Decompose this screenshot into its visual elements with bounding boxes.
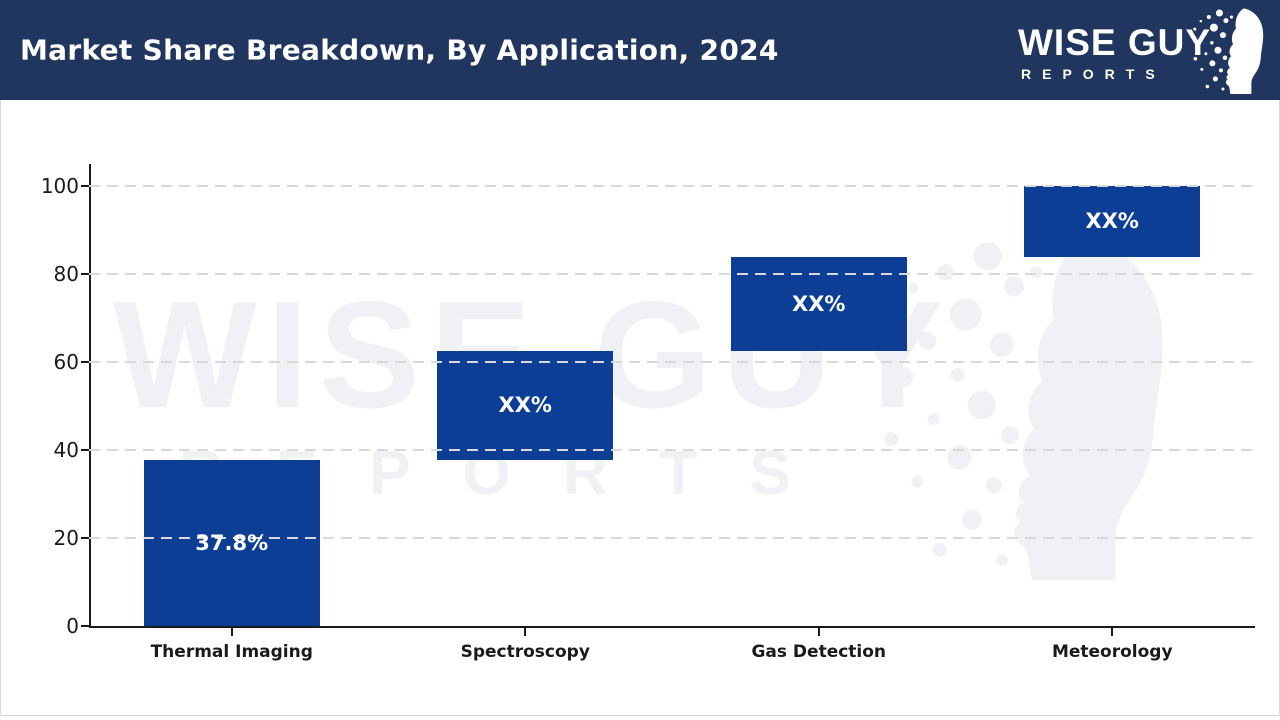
x-axis-spine <box>89 626 1255 628</box>
bar-value-label: 37.8% <box>195 530 269 555</box>
gridline-100 <box>89 185 1255 187</box>
brand-logo: WISE GUY REPORTS <box>1018 4 1270 96</box>
xtick-mark-meteorology <box>1111 628 1114 636</box>
bar-spectroscopy: XX% <box>437 351 614 460</box>
plot-area: 37.8% Thermal Imaging XX% Spectroscopy XX% Ga… <box>1 100 1279 715</box>
bar-value-label: XX% <box>498 393 552 418</box>
logo-head-icon <box>1193 8 1264 94</box>
ytick-mark-20 <box>81 537 89 539</box>
category-label-spectroscopy: Spectroscopy <box>460 642 590 662</box>
bar-gas-detection: XX% <box>730 256 907 351</box>
page-title: Market Share Breakdown, By Application, … <box>20 33 779 67</box>
category-label-gas-detection: Gas Detection <box>751 642 887 662</box>
y-axis-spine <box>89 164 91 628</box>
gridline-40 <box>89 449 1255 451</box>
gridline-80 <box>89 273 1255 275</box>
chart-panel: WISE GUY REPORTS 37.8% Thermal Imaging XX%… <box>0 100 1280 716</box>
ytick-label-0: 0 <box>66 614 79 638</box>
gridline-20 <box>89 537 1255 539</box>
ytick-mark-60 <box>81 361 89 363</box>
ytick-mark-40 <box>81 449 89 451</box>
ytick-label-100: 100 <box>40 174 79 198</box>
bar-meteorology: XX% <box>1024 186 1201 257</box>
bar-value-label: XX% <box>792 291 846 316</box>
category-label-meteorology: Meteorology <box>1051 642 1173 662</box>
ytick-label-80: 80 <box>53 262 79 286</box>
gridline-60 <box>89 361 1255 363</box>
ytick-mark-100 <box>81 185 89 187</box>
watermark-head-icon <box>883 237 1163 580</box>
ytick-mark-80 <box>81 273 89 275</box>
logo-wordmark: WISE GUY <box>1018 22 1212 63</box>
ytick-mark-0 <box>81 625 89 627</box>
xtick-mark-spectroscopy <box>524 628 527 636</box>
ytick-label-20: 20 <box>53 526 79 550</box>
bar-thermal-imaging: 37.8% <box>143 459 320 626</box>
category-label-thermal-imaging: Thermal Imaging <box>150 642 313 662</box>
xtick-mark-thermal-imaging <box>230 628 233 636</box>
bar-value-label: XX% <box>1085 209 1139 234</box>
header-bar: Market Share Breakdown, By Application, … <box>0 0 1280 100</box>
ytick-label-40: 40 <box>53 438 79 462</box>
ytick-label-60: 60 <box>53 350 79 374</box>
xtick-mark-gas-detection <box>817 628 820 636</box>
logo-subtext: REPORTS <box>1021 66 1166 82</box>
